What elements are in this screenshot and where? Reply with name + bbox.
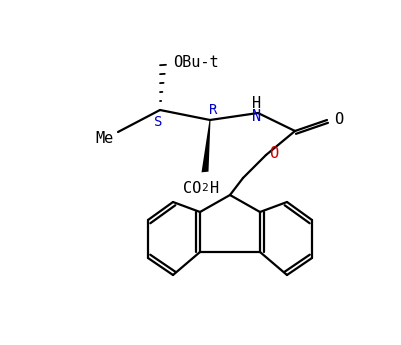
Text: S: S	[154, 115, 162, 129]
Text: OBu-t: OBu-t	[173, 55, 219, 69]
Text: Me: Me	[95, 130, 113, 146]
Text: H: H	[210, 180, 219, 196]
Text: 2: 2	[201, 183, 208, 193]
Text: CO: CO	[183, 180, 201, 196]
Text: O: O	[334, 111, 344, 127]
Text: H: H	[253, 96, 261, 110]
Text: R: R	[209, 103, 217, 117]
Polygon shape	[202, 120, 211, 172]
Text: O: O	[269, 146, 279, 160]
Text: N: N	[253, 108, 261, 124]
